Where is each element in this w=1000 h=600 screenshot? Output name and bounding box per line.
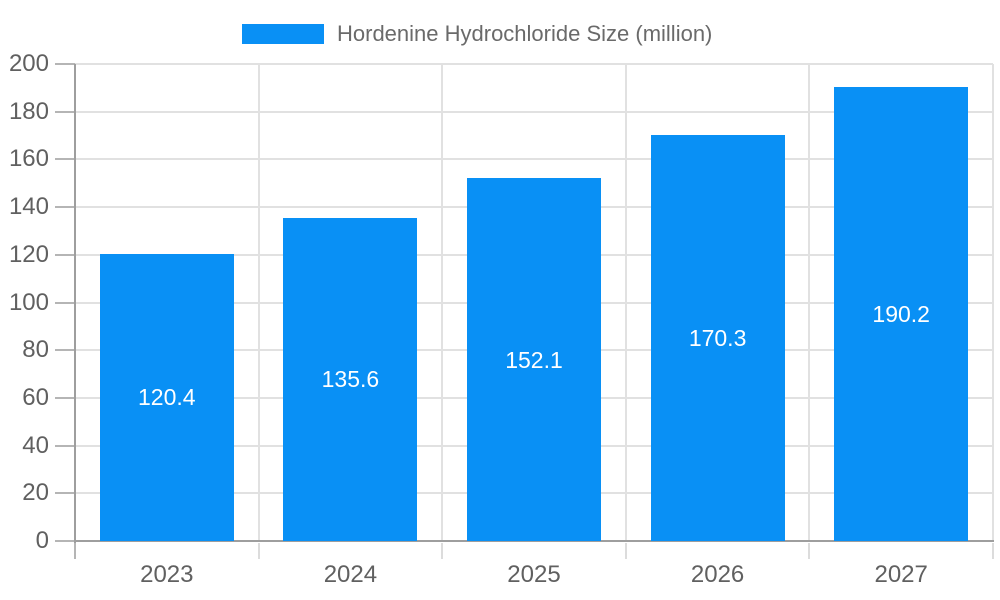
x-axis-tick (808, 543, 811, 559)
y-axis-tick-label: 0 (35, 527, 49, 554)
legend-swatch-icon (242, 24, 324, 44)
bar-value-label: 190.2 (872, 301, 930, 328)
y-axis-tick (55, 301, 75, 304)
bar (650, 134, 785, 541)
gridline-horizontal (75, 110, 993, 113)
y-axis-line (74, 64, 76, 543)
y-axis-tick-label: 140 (8, 193, 49, 221)
bar-value-label: 152.1 (505, 346, 563, 373)
bar (834, 87, 969, 541)
x-axis-tick (257, 543, 260, 559)
y-axis-tick-label: 80 (22, 336, 49, 364)
bar (283, 217, 418, 541)
x-axis-tick-label: 2027 (874, 561, 928, 588)
gridline-horizontal (75, 158, 993, 161)
y-axis-tick-label: 200 (8, 50, 49, 77)
gridline-vertical (992, 64, 994, 541)
legend-label: Hordenine Hydrochloride Size (million) (337, 21, 713, 46)
y-axis-tick (55, 444, 75, 447)
gridline-horizontal (75, 63, 993, 65)
y-axis-tick-label: 100 (8, 288, 49, 316)
x-axis-tick-label: 2025 (507, 561, 561, 588)
x-axis-tick-label: 2026 (690, 561, 745, 588)
y-axis-tick-label: 180 (8, 97, 49, 125)
y-axis-tick (55, 349, 75, 352)
x-axis-tick-label: 2024 (323, 561, 378, 588)
gridline-vertical (808, 64, 811, 541)
bar-value-label: 135.6 (321, 366, 380, 393)
bar (467, 178, 601, 541)
x-axis-tick (74, 543, 76, 559)
legend-item[interactable]: Hordenine Hydrochloride Size (million) (242, 21, 712, 47)
y-axis-tick (55, 158, 75, 161)
y-axis-tick (55, 492, 75, 495)
bar (99, 253, 234, 541)
gridline-vertical (441, 64, 444, 541)
y-axis-tick (55, 206, 75, 209)
y-axis-tick-label: 120 (8, 240, 49, 268)
y-axis-tick-label: 60 (22, 383, 49, 411)
y-axis-tick-label: 40 (22, 431, 49, 459)
x-axis-tick (624, 543, 627, 559)
y-axis-tick (55, 110, 75, 113)
legend: Hordenine Hydrochloride Size (million) (242, 21, 712, 47)
y-axis-tick-label: 20 (22, 479, 49, 507)
bar-value-label: 170.3 (688, 324, 747, 351)
bar-value-label: 120.4 (138, 384, 196, 411)
y-axis-tick-label: 160 (8, 145, 49, 173)
y-axis-tick (55, 253, 75, 256)
gridline-vertical (257, 64, 260, 541)
x-axis-tick-label: 2023 (140, 561, 194, 588)
x-axis-tick (992, 543, 994, 559)
y-axis-tick (55, 63, 75, 65)
y-axis-tick (55, 540, 75, 542)
gridline-vertical (624, 64, 627, 541)
x-axis-line (74, 540, 994, 542)
y-axis-tick (55, 396, 75, 399)
x-axis-tick (441, 543, 444, 559)
